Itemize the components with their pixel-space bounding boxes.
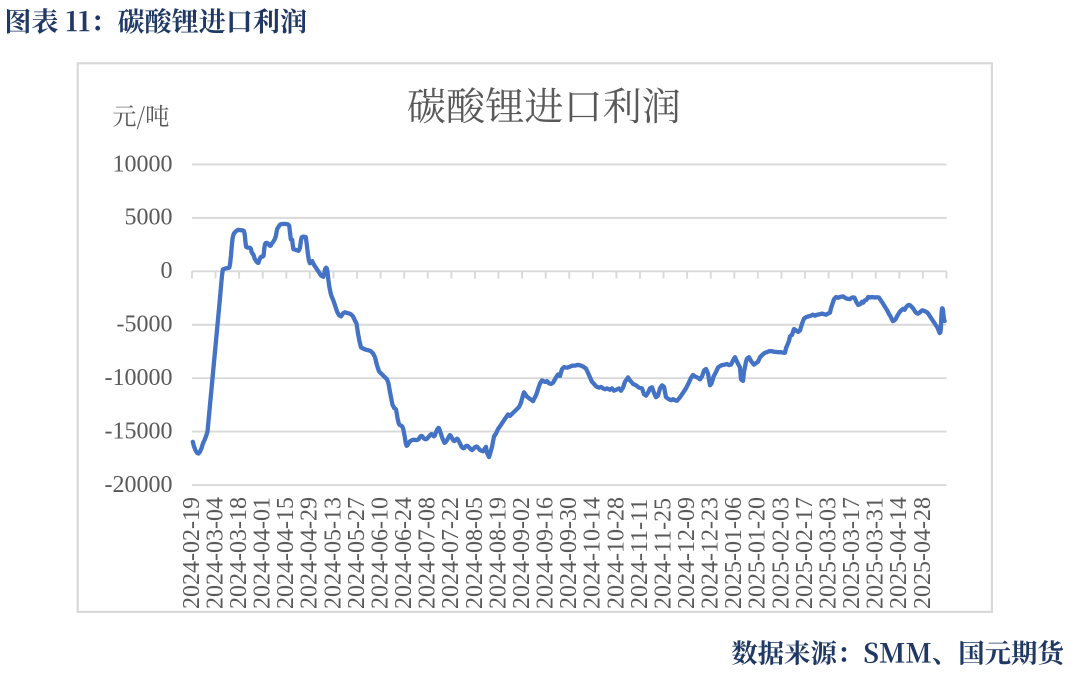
svg-text:2024-09-30: 2024-09-30 [556, 497, 582, 609]
svg-text:2024-10-14: 2024-10-14 [580, 497, 606, 609]
svg-text:0: 0 [161, 258, 173, 284]
svg-text:-5000: -5000 [117, 312, 173, 338]
svg-text:2024-11-11: 2024-11-11 [627, 499, 653, 609]
svg-text:2024-04-01: 2024-04-01 [250, 497, 276, 609]
svg-text:2024-04-15: 2024-04-15 [273, 497, 299, 609]
svg-text:2024-08-05: 2024-08-05 [462, 497, 488, 609]
svg-text:2024-07-08: 2024-07-08 [415, 497, 441, 609]
svg-text:5000: 5000 [125, 205, 173, 231]
svg-text:2024-07-22: 2024-07-22 [438, 497, 464, 609]
svg-text:2024-11-25: 2024-11-25 [650, 498, 676, 609]
svg-text:2024-12-23: 2024-12-23 [698, 497, 724, 609]
svg-text:-10000: -10000 [105, 365, 173, 391]
svg-text:2024-06-10: 2024-06-10 [367, 497, 393, 609]
svg-text:2024-12-09: 2024-12-09 [674, 497, 700, 609]
svg-text:2024-02-19: 2024-02-19 [179, 497, 205, 609]
svg-text:10000: 10000 [113, 151, 173, 177]
svg-text:-15000: -15000 [105, 418, 173, 444]
svg-text:2024-03-04: 2024-03-04 [202, 497, 228, 609]
svg-text:2025-02-17: 2025-02-17 [792, 497, 818, 609]
svg-text:2025-03-31: 2025-03-31 [863, 497, 889, 609]
svg-text:-20000: -20000 [105, 472, 173, 498]
svg-text:2025-04-28: 2025-04-28 [910, 497, 936, 609]
svg-text:2024-04-29: 2024-04-29 [297, 497, 323, 609]
svg-text:2025-03-03: 2025-03-03 [815, 497, 841, 609]
svg-text:2025-04-14: 2025-04-14 [886, 497, 912, 609]
svg-text:2025-02-03: 2025-02-03 [768, 497, 794, 609]
svg-text:2024-09-02: 2024-09-02 [509, 497, 535, 609]
svg-text:2024-05-27: 2024-05-27 [344, 497, 370, 609]
svg-text:2024-08-19: 2024-08-19 [485, 497, 511, 609]
svg-text:2024-03-18: 2024-03-18 [226, 497, 252, 609]
svg-text:2025-01-20: 2025-01-20 [745, 497, 771, 609]
svg-text:2024-06-24: 2024-06-24 [391, 497, 417, 609]
svg-text:2025-01-06: 2025-01-06 [721, 497, 747, 609]
svg-text:2024-05-13: 2024-05-13 [320, 497, 346, 609]
svg-text:2024-09-16: 2024-09-16 [533, 497, 559, 609]
svg-text:2024-10-28: 2024-10-28 [603, 497, 629, 609]
svg-text:2025-03-17: 2025-03-17 [839, 497, 865, 609]
